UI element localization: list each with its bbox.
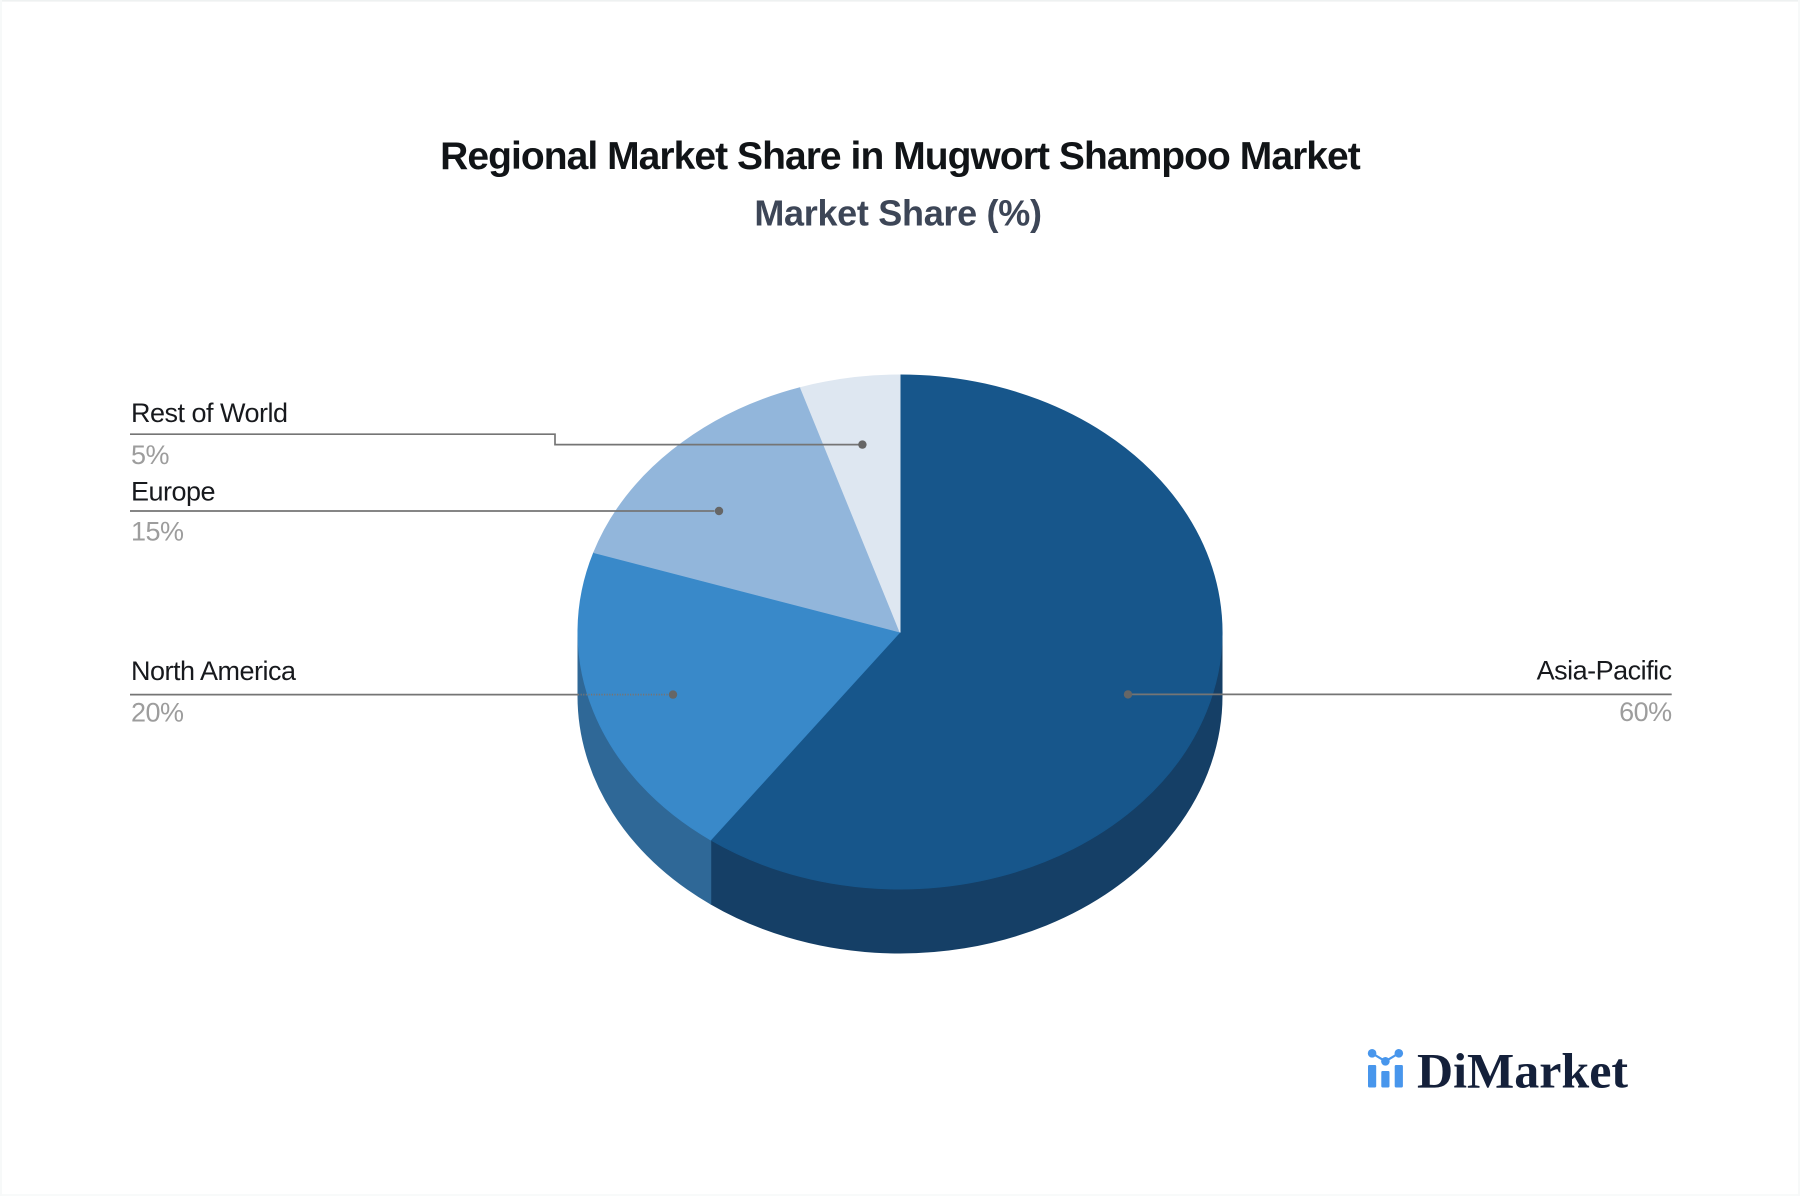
svg-text:Market Share (%): Market Share (%): [754, 192, 1041, 233]
svg-text:60%: 60%: [1619, 697, 1672, 727]
svg-text:Asia-Pacific: Asia-Pacific: [1537, 656, 1672, 686]
svg-text:North America: North America: [131, 656, 297, 686]
svg-text:Europe: Europe: [131, 477, 215, 507]
svg-text:Regional Market Share in Mugwo: Regional Market Share in Mugwort Shampoo…: [440, 135, 1361, 178]
svg-text:Rest of World: Rest of World: [131, 398, 288, 428]
svg-text:DiMarket: DiMarket: [1417, 1043, 1628, 1099]
svg-text:20%: 20%: [131, 698, 184, 728]
svg-text:5%: 5%: [131, 440, 170, 470]
svg-text:15%: 15%: [131, 517, 184, 547]
